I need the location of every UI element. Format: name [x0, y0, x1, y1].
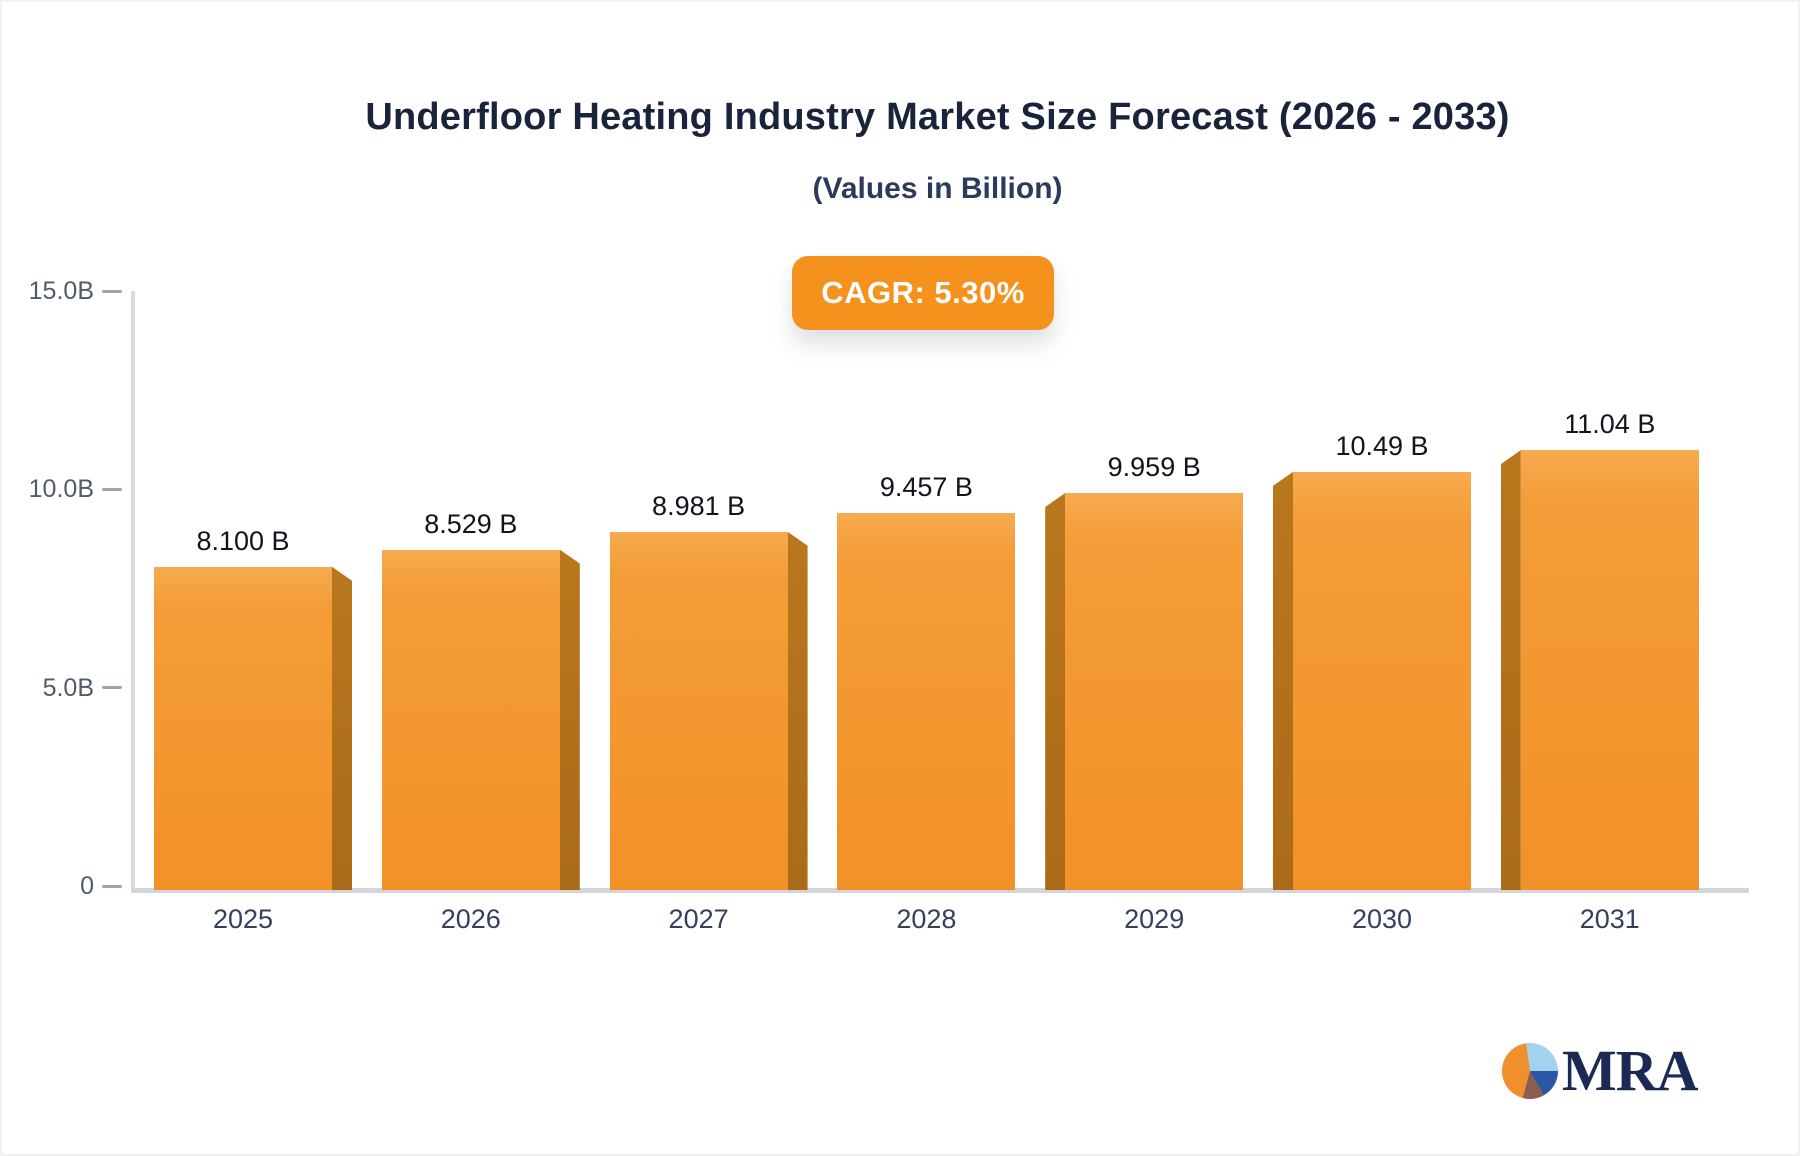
x-axis-label: 2029	[1124, 904, 1185, 934]
chart-title: Underfloor Heating Industry Market Size …	[365, 96, 1510, 138]
bar-3d-side	[1500, 450, 1521, 890]
x-axis-label: 2026	[440, 904, 501, 934]
bar-3d-side	[787, 531, 808, 890]
bar-2027[interactable]	[609, 531, 788, 890]
x-axis-label: 2031	[1579, 904, 1640, 934]
bar-2030[interactable]	[1293, 471, 1471, 890]
bar-3d-side	[1273, 471, 1293, 890]
x-axis-line	[131, 888, 1749, 893]
y-tick-label: 0	[80, 872, 94, 900]
y-tick-label: 5.0B	[42, 673, 94, 702]
y-tick-mark	[102, 289, 122, 293]
bar-value-label: 9.959 B	[1107, 451, 1201, 482]
bar-value-label: 9.457 B	[879, 471, 973, 502]
y-tick-label: 10.0B	[28, 475, 94, 504]
x-axis-label: 2025	[212, 904, 274, 934]
bar-3d-side	[332, 566, 352, 890]
y-tick-mark	[102, 487, 122, 491]
bar-2025[interactable]	[154, 566, 332, 890]
y-tick-mark	[102, 884, 122, 888]
x-axis-label: 2028	[896, 904, 957, 934]
bar-value-label: 8.529 B	[424, 508, 518, 539]
chart-subtitle: (Values in Billion)	[812, 172, 1063, 205]
cagr-badge: CAGR: 5.30%	[792, 256, 1054, 330]
y-tick-mark	[102, 686, 122, 690]
y-axis-line	[131, 291, 135, 892]
bar-2028[interactable]	[837, 512, 1016, 890]
bar-2031[interactable]	[1520, 450, 1699, 890]
mra-logo-text: MRA	[1562, 1038, 1699, 1103]
bar-3d-side	[1045, 492, 1066, 890]
bar-2026[interactable]	[381, 549, 560, 890]
bar-value-label: 11.04 B	[1564, 409, 1656, 440]
x-axis-label: 2027	[668, 904, 729, 934]
bar-value-label: 8.100 B	[196, 525, 290, 556]
pie-chart-logo-icon	[1502, 1043, 1558, 1099]
y-tick-label: 15.0B	[28, 277, 94, 305]
bar-2029[interactable]	[1065, 492, 1244, 890]
bar-3d-side	[559, 549, 580, 890]
bar-value-label: 8.981 B	[652, 490, 746, 521]
bar-value-label: 10.49 B	[1335, 430, 1429, 461]
x-axis-label: 2030	[1351, 904, 1413, 934]
mra-logo[interactable]: MRA	[1502, 1038, 1699, 1103]
